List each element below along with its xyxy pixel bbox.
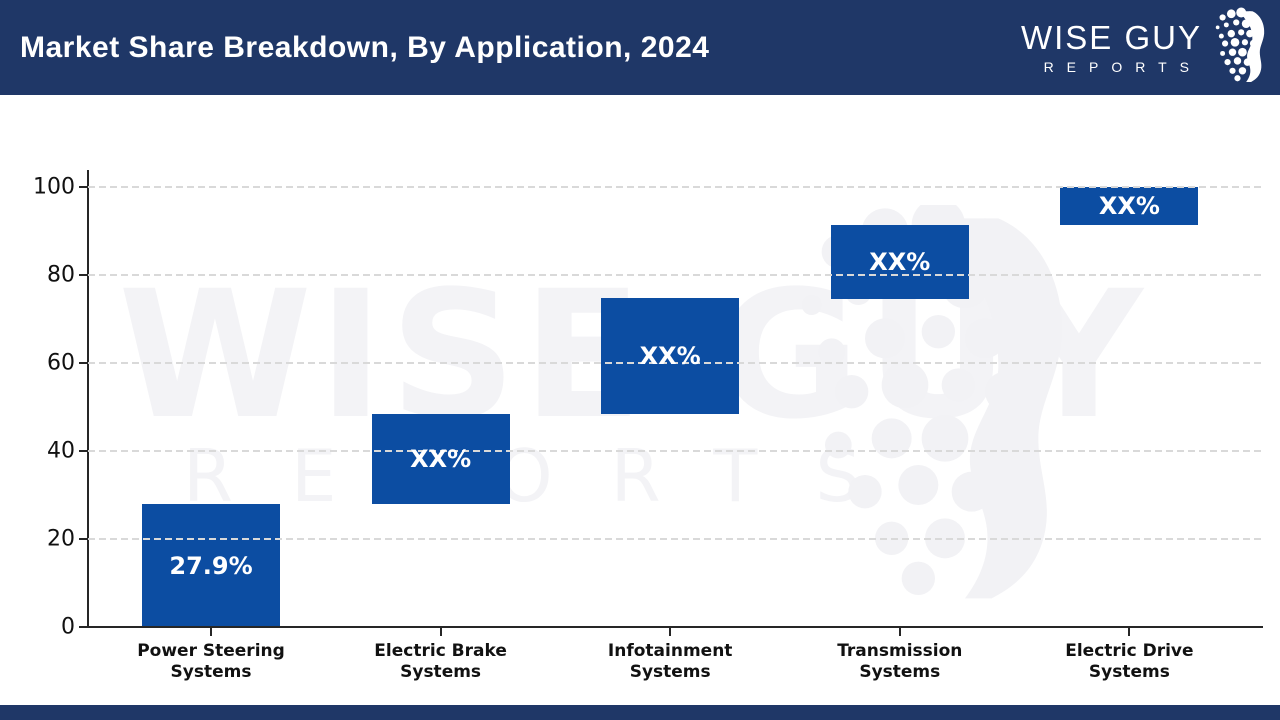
bar-segment [1060,187,1199,226]
bar-segment [601,298,740,415]
watermark-reports: REPORTS [183,434,920,518]
y-tick-label-40: 40 [47,438,75,464]
category-label: Electric Drive Systems [1065,641,1194,683]
header-bar: Market Share Breakdown, By Application, … [0,0,1280,95]
page-title: Market Share Breakdown, By Application, … [20,30,710,64]
x-tick-mark [210,628,212,636]
category-label: Electric Brake Systems [374,641,507,683]
x-tick-mark [439,628,442,636]
logo-wise-guy-label: WISE GUY [1020,19,1202,56]
gridline-40 [88,450,1263,452]
x-tick-mark [669,628,672,636]
y-tick-mark [79,538,87,540]
bar-value-label: XX% [639,342,701,371]
y-tick-label-60: 60 [47,350,75,376]
bar-value-label: XX% [869,247,931,276]
y-tick-mark [79,626,87,628]
footer-bar [0,705,1280,720]
bar-segment [371,413,510,505]
bar-segment [830,224,969,299]
logo-text: WISE GUY REPORTS [1021,21,1202,74]
bar-value-label: 27.9% [169,551,253,580]
gridline-60 [88,362,1263,364]
x-axis-line [87,626,1263,628]
y-tick-label-0: 0 [61,614,75,640]
x-tick-mark [898,628,901,636]
bar-value-label: XX% [1098,192,1160,221]
y-tick-mark [79,274,87,276]
logo-face-icon [1204,7,1266,89]
y-tick-mark [79,186,87,188]
bar-segment [142,504,280,627]
logo-reports-label: REPORTS [1043,59,1202,75]
y-tick-mark [79,450,87,452]
y-axis-line [87,170,89,628]
bar-value-label: XX% [410,444,472,473]
category-label: Transmission Systems [837,641,963,683]
y-tick-label-20: 20 [47,526,75,552]
y-tick-label-100: 100 [33,174,75,200]
y-tick-label-80: 80 [47,262,75,288]
gridline-100 [88,186,1263,188]
x-tick-mark [1128,628,1131,636]
gridline-20 [88,538,1263,540]
category-label: Power Steering Systems [137,641,285,683]
wise-guy-logo: WISE GUY REPORTS [1021,7,1280,89]
gridline-80 [88,274,1263,276]
category-label: Infotainment Systems [607,641,733,683]
y-tick-mark [79,362,87,364]
